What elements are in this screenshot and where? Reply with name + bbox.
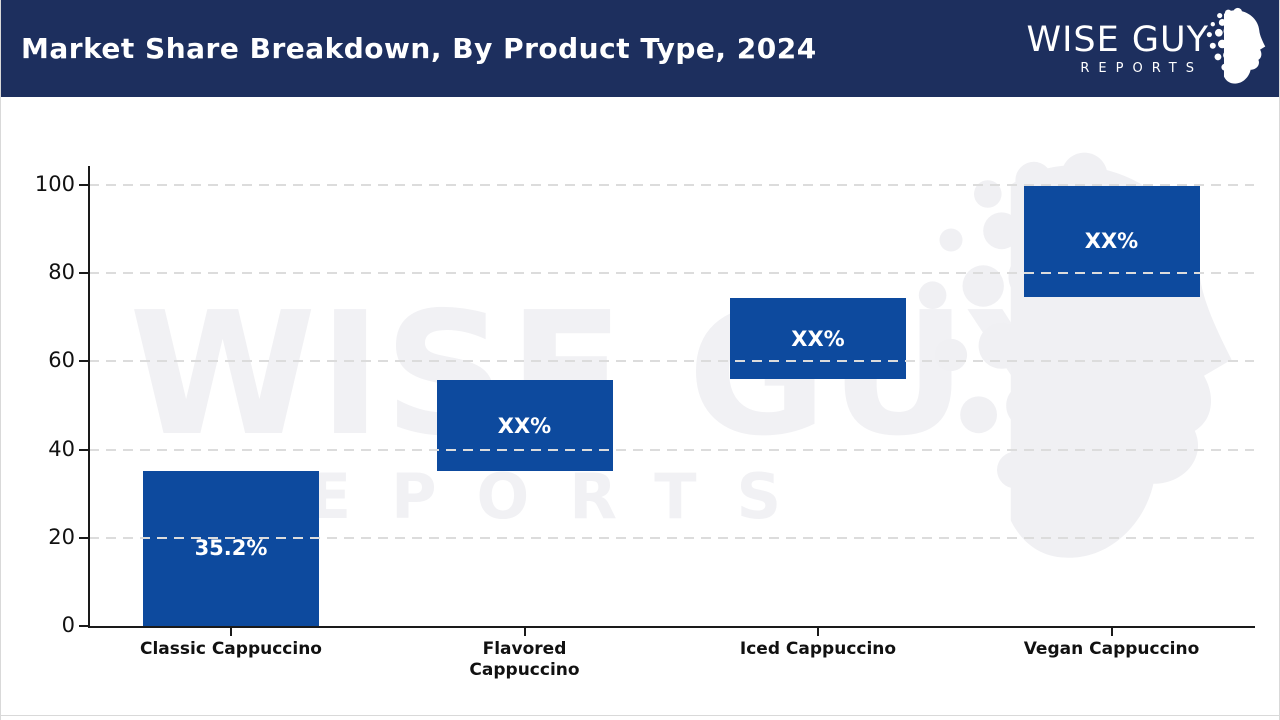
x-axis-label: Vegan Cappuccino	[1023, 639, 1200, 659]
bottom-divider	[1, 715, 1279, 716]
gridline-20	[89, 536, 1254, 539]
bar-value-label: XX%	[1084, 229, 1139, 254]
bar-iced-cappuccino: XX%	[730, 297, 906, 380]
bar-vegan-cappuccino: XX%	[1023, 185, 1200, 297]
bar-value-label: XX%	[791, 326, 845, 351]
gridline-80	[89, 272, 1254, 275]
chart-title: Market Share Breakdown, By Product Type,…	[21, 32, 817, 65]
logo-subtext: REPORTS	[1080, 61, 1203, 76]
bar-flavored-cappuccino: XX%	[436, 380, 613, 471]
bar-value-label: 35.2%	[194, 536, 268, 561]
y-axis-spine	[88, 166, 90, 628]
y-tick	[79, 448, 88, 451]
y-tick-label: 40	[48, 436, 75, 461]
dotted-head-icon	[1206, 7, 1266, 84]
y-tick	[79, 625, 88, 627]
x-tick	[817, 628, 819, 636]
gridline-40	[89, 448, 1254, 451]
logo-wordmark: WISE GUY	[1026, 20, 1209, 60]
gridline-100	[89, 184, 1254, 186]
x-tick	[230, 628, 232, 636]
x-tick	[1110, 628, 1113, 636]
y-tick	[79, 536, 88, 539]
y-tick-label: 80	[48, 260, 75, 285]
x-axis-label: Classic Cappuccino	[140, 639, 322, 659]
wise-guy-reports-logo: WISE GUY REPORTS	[985, 4, 1275, 94]
y-tick	[79, 184, 88, 186]
x-tick	[523, 628, 526, 636]
x-axis-label: Iced Cappuccino	[739, 639, 897, 659]
header-bar: Market Share Breakdown, By Product Type,…	[1, 0, 1279, 97]
x-axis-spine	[88, 626, 1255, 628]
y-tick	[79, 360, 88, 363]
bar-value-label: XX%	[497, 413, 552, 438]
x-axis-label: Flavored Cappuccino	[469, 639, 580, 680]
y-tick-label: 20	[48, 524, 75, 549]
bar-classic-cappuccino: 35.2%	[143, 470, 319, 626]
y-tick-label: 0	[61, 613, 75, 637]
y-tick-label: 100	[34, 172, 75, 196]
y-tick-label: 60	[48, 348, 75, 373]
y-tick	[79, 272, 88, 275]
gridline-60	[89, 360, 1254, 363]
